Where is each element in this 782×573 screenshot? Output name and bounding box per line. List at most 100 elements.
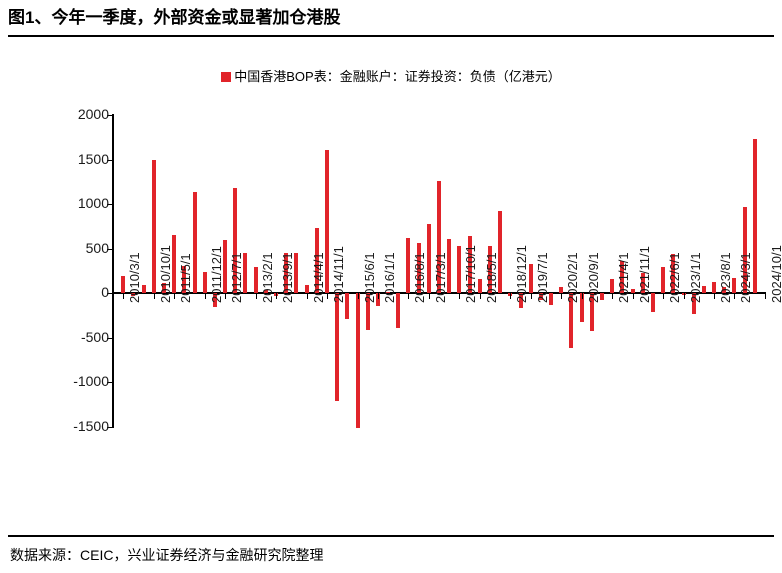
x-tick-label: 2022/6/1 xyxy=(667,252,683,303)
x-tick-mark xyxy=(714,293,716,299)
bar xyxy=(141,284,146,294)
x-tick-label: 2011/12/1 xyxy=(208,246,224,303)
bar xyxy=(172,234,177,294)
y-tick-mark xyxy=(107,248,113,250)
x-tick-label: 2011/5/1 xyxy=(178,253,194,303)
bar xyxy=(610,279,615,294)
x-tick-label: 2020/2/1 xyxy=(565,252,581,303)
bar xyxy=(243,253,248,294)
bar xyxy=(386,292,391,294)
footer-divider xyxy=(8,535,774,537)
x-tick-mark xyxy=(255,293,257,299)
bar xyxy=(600,293,604,301)
bar xyxy=(192,191,197,294)
bar xyxy=(620,260,625,294)
x-tick-label: 2012/7/1 xyxy=(229,252,245,303)
x-tick-label: 2016/1/1 xyxy=(381,252,397,303)
bar xyxy=(223,239,228,294)
x-tick-mark xyxy=(357,293,359,299)
bar xyxy=(457,246,462,294)
x-tick-label: 2024/3/1 xyxy=(738,252,754,303)
bar xyxy=(406,238,411,294)
x-axis-labels: 2010/3/1 2010/10/1 2011/5/1 2011/12/1 2012/7… xyxy=(113,245,782,423)
y-tick-mark xyxy=(107,159,113,161)
legend-label: 中国香港BOP表：金融账户：证券投资：负债（亿港元） xyxy=(234,69,561,84)
bar xyxy=(304,284,309,294)
bar xyxy=(722,287,727,294)
x-tick-mark xyxy=(306,293,308,299)
bar xyxy=(253,266,258,294)
x-tick-mark xyxy=(174,293,176,299)
x-tick-label: 2023/8/1 xyxy=(718,252,734,303)
x-tick-mark xyxy=(377,293,379,299)
x-tick-label: 2014/4/1 xyxy=(310,252,326,303)
y-tick-label: 1500 xyxy=(77,150,109,167)
bar xyxy=(691,293,696,315)
bar xyxy=(559,287,564,294)
x-tick-mark xyxy=(510,293,512,299)
bar xyxy=(752,139,757,294)
bar xyxy=(335,293,340,401)
y-tick-label: -1000 xyxy=(73,373,109,390)
chart-legend: 中国香港BOP表：金融账户：证券投资：负债（亿港元） xyxy=(0,68,782,86)
bar xyxy=(121,276,126,294)
bar xyxy=(630,288,635,294)
x-tick-label: 2020/9/1 xyxy=(585,252,601,303)
bar xyxy=(589,293,594,332)
y-tick-mark xyxy=(107,382,113,384)
bar xyxy=(426,223,431,294)
x-tick-label: 2018/12/1 xyxy=(514,245,530,303)
title-divider xyxy=(8,35,774,37)
x-tick-mark xyxy=(123,293,125,299)
bar xyxy=(640,272,645,294)
y-tick-label: 500 xyxy=(85,239,109,256)
x-tick-label: 2021/4/1 xyxy=(616,252,632,303)
y-tick-mark xyxy=(107,427,113,428)
y-tick-mark xyxy=(107,115,113,116)
bar xyxy=(701,286,706,294)
x-tick-label: 2021/11/1 xyxy=(636,246,652,303)
x-tick-label: 2016/8/1 xyxy=(412,252,428,303)
bar xyxy=(416,242,421,294)
x-tick-mark xyxy=(276,293,277,299)
bar xyxy=(538,293,543,300)
y-tick-label: 2000 xyxy=(77,106,109,122)
y-tick-label: -1500 xyxy=(73,418,109,434)
bar xyxy=(324,150,329,294)
x-tick-mark xyxy=(663,293,665,299)
bar xyxy=(671,254,676,294)
x-tick-mark xyxy=(459,293,461,299)
bar xyxy=(661,266,666,294)
x-tick-label: 2017/10/1 xyxy=(463,245,479,303)
x-tick-mark xyxy=(530,293,532,299)
y-tick-mark xyxy=(107,204,113,206)
x-tick-label: 2010/10/1 xyxy=(157,245,173,303)
x-tick-mark xyxy=(612,293,614,299)
square-marker-icon xyxy=(221,72,232,82)
bar xyxy=(579,293,584,322)
bar xyxy=(569,293,574,349)
bar xyxy=(477,279,482,294)
x-tick-mark xyxy=(225,293,227,299)
bar xyxy=(161,282,166,294)
x-tick-mark xyxy=(479,293,481,299)
bar xyxy=(355,293,360,428)
source-note: 数据来源：CEIC，兴业证券经济与金融研究院整理 xyxy=(10,547,324,563)
bar xyxy=(284,253,289,294)
y-tick-mark xyxy=(107,337,113,339)
x-axis-ticks xyxy=(113,293,766,303)
bar xyxy=(467,236,472,294)
bar xyxy=(518,293,523,309)
bar xyxy=(212,293,217,308)
x-tick-mark xyxy=(408,293,410,299)
y-tick-label: -500 xyxy=(80,328,109,345)
x-tick-mark xyxy=(204,293,206,299)
x-tick-label: 2014/11/1 xyxy=(330,246,346,303)
bar xyxy=(487,245,492,294)
bar xyxy=(202,272,207,294)
bar xyxy=(742,207,747,294)
x-tick-label: 2013/2/1 xyxy=(259,252,275,303)
x-tick-mark xyxy=(683,293,685,299)
x-tick-label: 2018/5/1 xyxy=(483,252,499,303)
y-tick-label: 1000 xyxy=(77,195,109,212)
